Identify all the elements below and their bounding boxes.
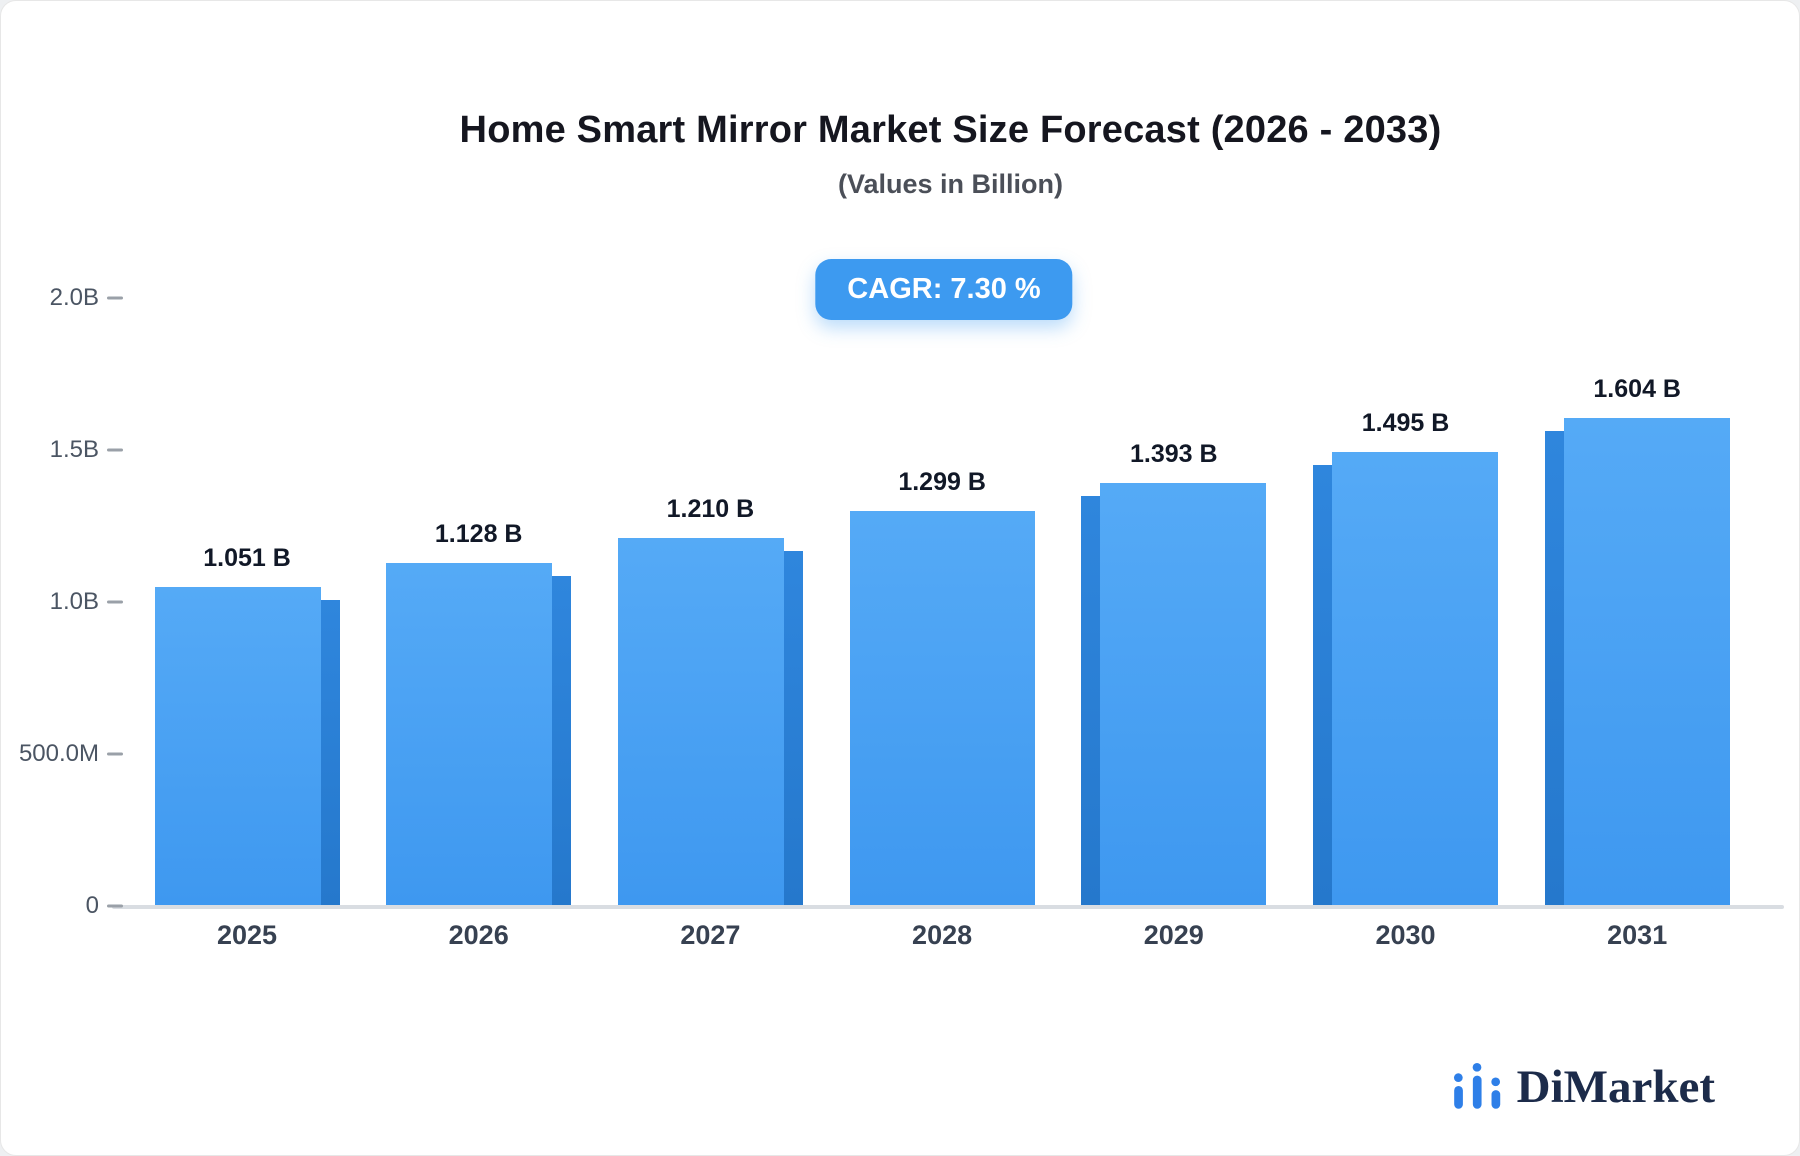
bar-face <box>1100 482 1267 906</box>
y-tick-mark <box>107 296 123 300</box>
bar-face <box>849 511 1035 906</box>
bar-value-label: 1.210 B <box>666 495 755 524</box>
x-axis-label: 2025 <box>216 920 278 950</box>
bar-face <box>154 586 321 906</box>
x-axis-label: 2030 <box>1375 920 1436 950</box>
brand-name: DiMarket <box>1516 1060 1715 1113</box>
bar-side-face <box>320 599 340 906</box>
bar-face <box>617 538 784 906</box>
x-axis-label: 2027 <box>680 920 741 950</box>
x-axis-label: 2029 <box>1143 920 1204 950</box>
brand-logo: DiMarket <box>1449 1061 1715 1113</box>
plot-area: 1.051 B 2025 1.128 B 2026 1.210 B 2027 1.299 B… <box>124 298 1777 950</box>
y-tick-label: 500.0M <box>18 740 99 767</box>
y-tick-mark <box>107 600 123 604</box>
bar-2028 <box>849 511 1035 906</box>
bar-2027 <box>617 538 803 906</box>
x-axis-label: 2028 <box>912 920 973 950</box>
dimarket-icon <box>1449 1061 1505 1113</box>
bar-side-face <box>1081 495 1101 906</box>
bar-2031 <box>1544 418 1730 906</box>
bar-side-face <box>1313 464 1332 906</box>
y-tick-mark <box>107 904 123 908</box>
bar-side-face <box>1544 431 1564 906</box>
bar-face <box>1332 451 1498 906</box>
bar-2030 <box>1313 451 1498 906</box>
bar-side-face <box>783 551 803 906</box>
y-tick-label: 1.0B <box>49 588 99 615</box>
bar-2029 <box>1081 482 1267 906</box>
y-tick-label: 0 <box>85 892 99 919</box>
y-tick-mark <box>107 448 123 452</box>
bar-face <box>386 563 553 906</box>
cagr-badge: CAGR: 7.30 % <box>815 259 1073 320</box>
y-tick-label: 2.0B <box>49 284 99 311</box>
bar-value-label: 1.604 B <box>1593 375 1681 404</box>
bar-value-label: 1.299 B <box>898 468 986 497</box>
bar-2025 <box>154 586 340 906</box>
bar-value-label: 1.495 B <box>1361 408 1450 437</box>
bar-face <box>1563 418 1730 906</box>
x-axis-label: 2031 <box>1607 920 1668 950</box>
y-tick-mark <box>107 752 123 756</box>
chart-subtitle: (Values in Billion) <box>837 169 1064 199</box>
x-axis-label: 2026 <box>448 920 509 950</box>
bar-value-label: 1.128 B <box>434 520 523 549</box>
x-axis-line <box>112 905 1784 909</box>
chart-title: Home Smart Mirror Market Size Forecast (… <box>459 109 1442 151</box>
bar-side-face <box>552 576 572 906</box>
bar-2026 <box>386 563 572 906</box>
y-tick-label: 1.5B <box>49 436 99 463</box>
bar-value-label: 1.393 B <box>1130 439 1218 468</box>
bar-value-label: 1.051 B <box>203 543 291 572</box>
